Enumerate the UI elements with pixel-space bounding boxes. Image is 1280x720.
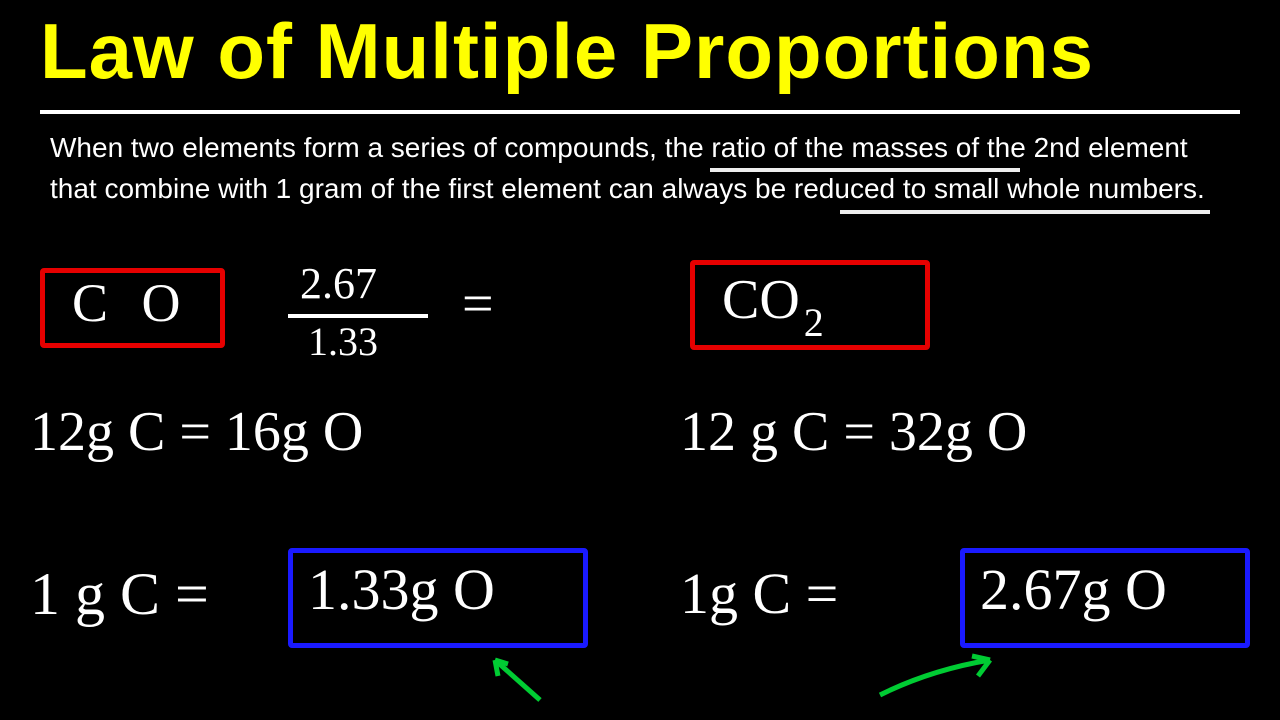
- mass-eq-right: 12 g C = 32g O: [680, 400, 1027, 464]
- annotation-underline-2: [840, 210, 1210, 214]
- definition-text: When two elements form a series of compo…: [50, 128, 1230, 209]
- mass-eq-left: 12g C = 16g O: [30, 400, 363, 464]
- arrow-right: [870, 650, 1010, 710]
- compound-label-co2: CO2: [722, 268, 820, 332]
- per-gram-left-lhs: 1 g C =: [30, 560, 209, 629]
- result-right: 2.67g O: [980, 556, 1167, 623]
- fraction-numerator: 2.67: [300, 258, 377, 309]
- arrow-left: [480, 650, 560, 710]
- annotation-underline-1: [710, 168, 1020, 172]
- result-left: 1.33g O: [308, 556, 495, 623]
- title-underline: [40, 110, 1240, 114]
- per-gram-right-lhs: 1g C =: [680, 560, 838, 627]
- fraction-denominator: 1.33: [308, 318, 378, 365]
- compound-label-co: C O: [72, 272, 191, 334]
- page-title: Law of Multiple Proportions: [40, 6, 1094, 97]
- equals-sign: =: [462, 272, 494, 336]
